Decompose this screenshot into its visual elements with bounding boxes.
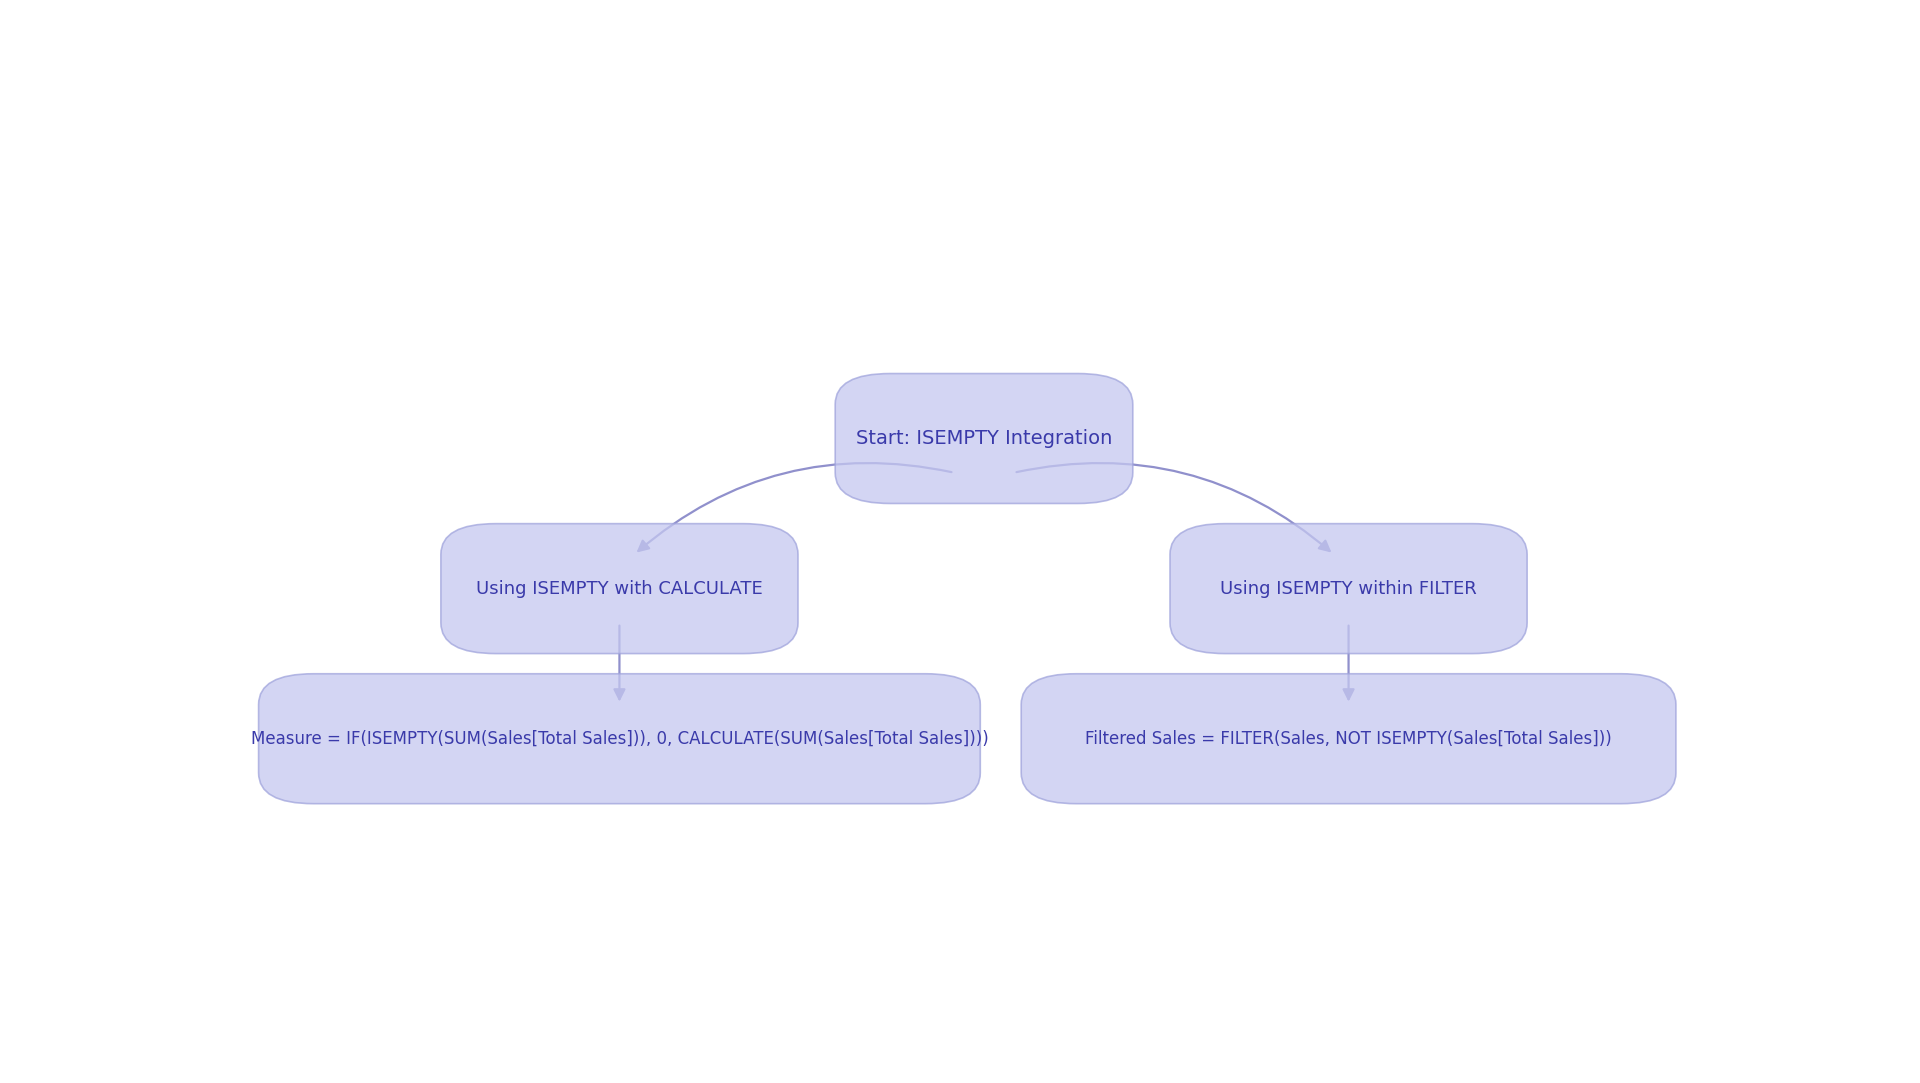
FancyBboxPatch shape [1169,524,1526,653]
FancyBboxPatch shape [835,374,1133,504]
Text: Using ISEMPTY within FILTER: Using ISEMPTY within FILTER [1221,579,1476,598]
Text: Filtered Sales = FILTER(Sales, NOT ISEMPTY(Sales[Total Sales])): Filtered Sales = FILTER(Sales, NOT ISEMP… [1085,730,1613,747]
FancyBboxPatch shape [442,524,799,653]
Text: Measure = IF(ISEMPTY(SUM(Sales[Total Sales])), 0, CALCULATE(SUM(Sales[Total Sale: Measure = IF(ISEMPTY(SUM(Sales[Total Sal… [252,730,989,747]
FancyBboxPatch shape [1021,674,1676,804]
Text: Using ISEMPTY with CALCULATE: Using ISEMPTY with CALCULATE [476,579,762,598]
Text: Start: ISEMPTY Integration: Start: ISEMPTY Integration [856,429,1112,448]
FancyBboxPatch shape [259,674,981,804]
